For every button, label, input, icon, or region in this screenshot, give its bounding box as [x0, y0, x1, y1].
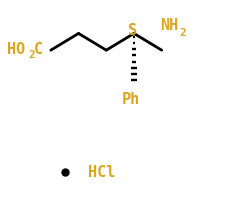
Text: 2: 2 — [28, 50, 35, 60]
Text: HO: HO — [7, 42, 25, 57]
Text: 2: 2 — [179, 28, 186, 38]
Text: C: C — [33, 42, 43, 57]
Text: NH: NH — [161, 18, 179, 33]
Text: HCl: HCl — [88, 165, 115, 180]
Text: Ph: Ph — [121, 92, 140, 107]
Text: S: S — [128, 23, 137, 38]
